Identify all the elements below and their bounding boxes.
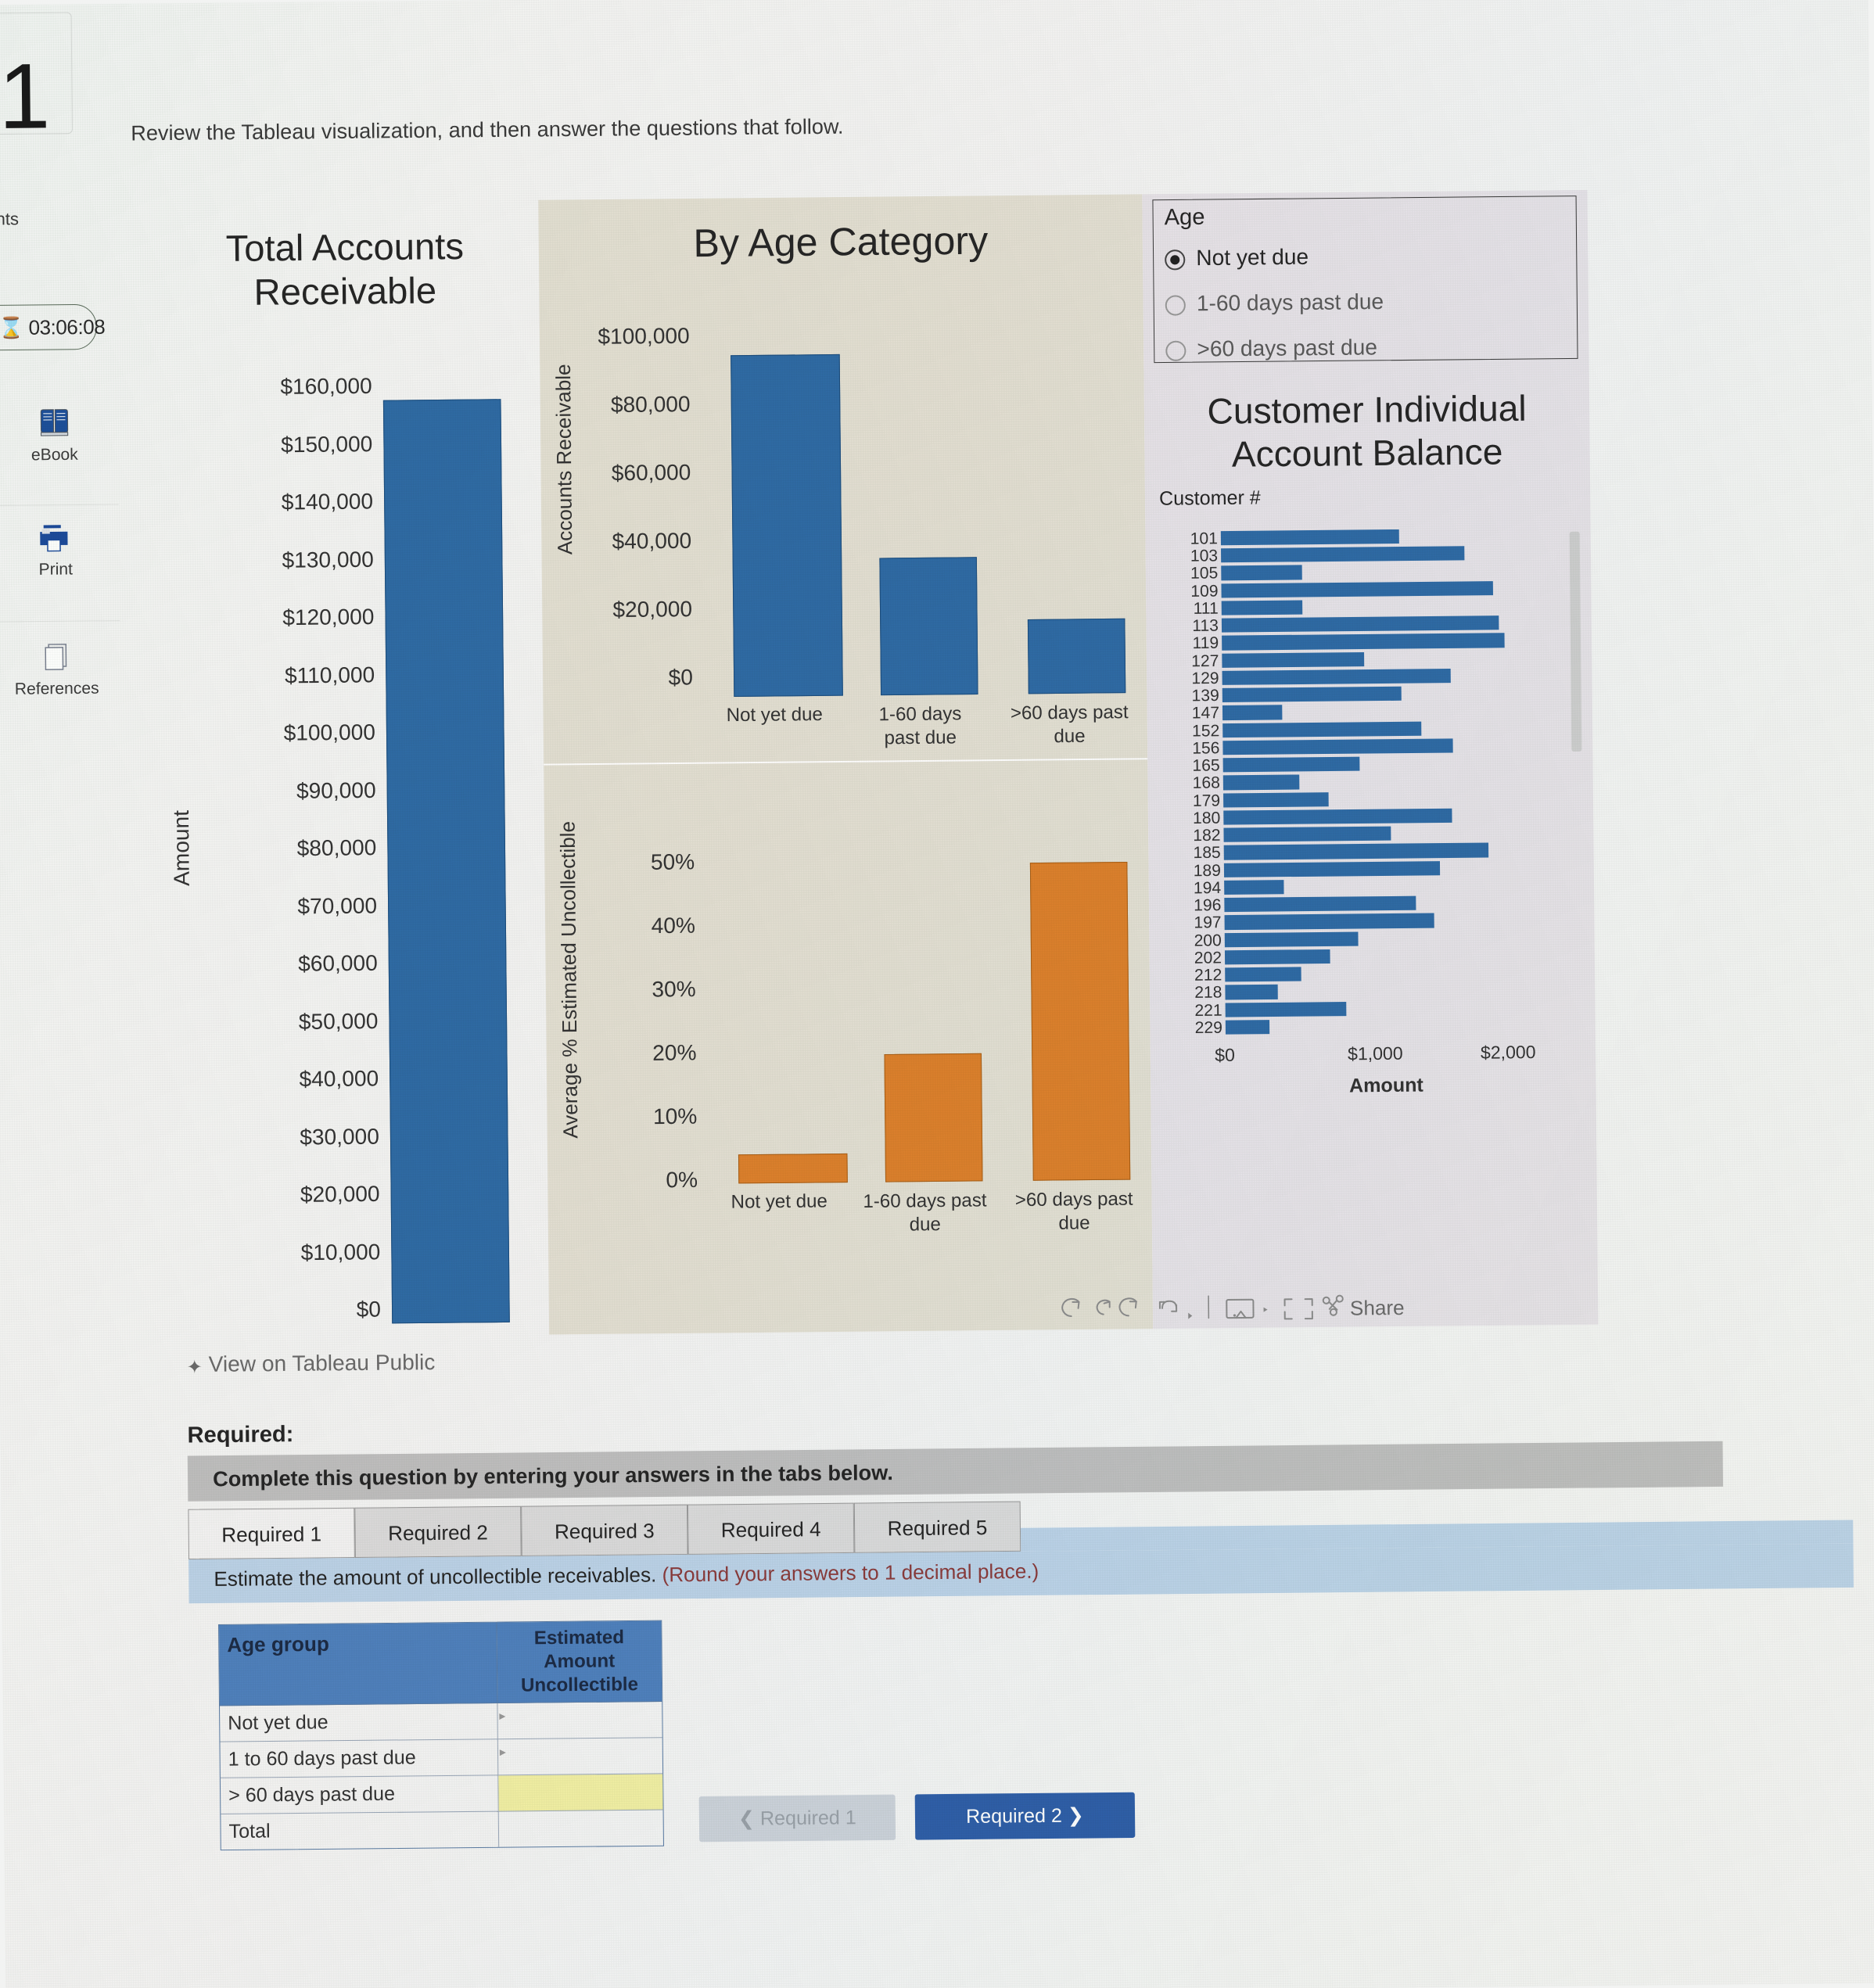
svg-text:Share: Share bbox=[1350, 1296, 1405, 1320]
